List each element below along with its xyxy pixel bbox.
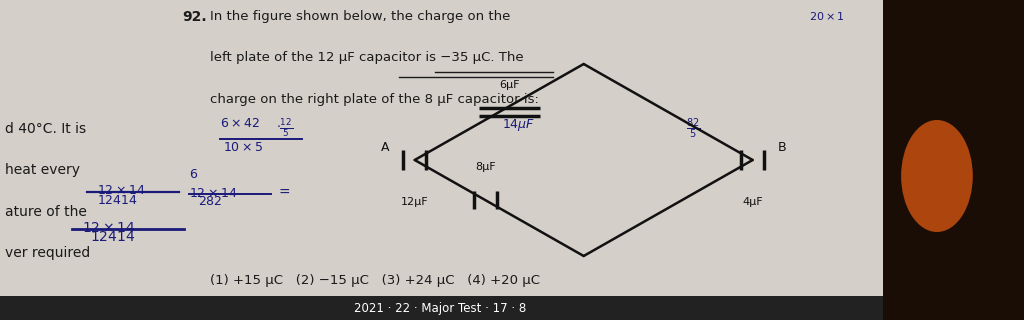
Text: 12μF: 12μF — [401, 197, 428, 207]
Text: $12414$: $12414$ — [97, 194, 138, 207]
Text: $\cdot \frac{12}{5}$: $\cdot \frac{12}{5}$ — [276, 117, 294, 139]
Text: $14\mu F$: $14\mu F$ — [502, 117, 535, 133]
FancyBboxPatch shape — [883, 296, 1024, 320]
Text: d 40°C. It is: d 40°C. It is — [5, 122, 86, 136]
Text: B: B — [778, 141, 786, 154]
Text: $=$: $=$ — [276, 184, 291, 198]
Bar — [883, 0, 1024, 320]
Text: $12 \times 14$: $12 \times 14$ — [189, 187, 238, 200]
Text: 2021 · 22 · Major Test · 17 · 8: 2021 · 22 · Major Test · 17 · 8 — [354, 302, 526, 315]
Text: ver required: ver required — [5, 246, 90, 260]
Text: In the figure shown below, the charge on the: In the figure shown below, the charge on… — [210, 10, 510, 23]
Text: left plate of the 12 μF capacitor is −35 μC. The: left plate of the 12 μF capacitor is −35… — [210, 51, 523, 64]
Text: 92.: 92. — [182, 10, 207, 24]
Text: $6$: $6$ — [189, 168, 199, 181]
Text: $12\times14$: $12\times14$ — [82, 221, 135, 235]
Text: $\frac{82}{5}$: $\frac{82}{5}$ — [686, 117, 700, 141]
Text: $12\times14$: $12\times14$ — [97, 184, 145, 197]
Text: $10 \times 5$: $10 \times 5$ — [223, 141, 263, 154]
Text: $12414$: $12414$ — [90, 230, 135, 244]
Text: 6μF: 6μF — [499, 80, 520, 90]
Text: $282$: $282$ — [198, 195, 222, 208]
Text: ature of the: ature of the — [5, 205, 87, 219]
Text: $20 \times 1$: $20 \times 1$ — [809, 10, 845, 22]
Text: 8μF: 8μF — [475, 162, 496, 172]
Text: (1) +15 μC   (2) −15 μC   (3) +24 μC   (4) +20 μC: (1) +15 μC (2) −15 μC (3) +24 μC (4) +20… — [210, 274, 540, 287]
Text: charge on the right plate of the 8 μF capacitor is:: charge on the right plate of the 8 μF ca… — [210, 93, 539, 106]
Text: $6 \times 42$: $6 \times 42$ — [220, 117, 260, 130]
Text: 4μF: 4μF — [742, 197, 763, 207]
Ellipse shape — [901, 120, 973, 232]
Text: A: A — [381, 141, 389, 154]
FancyBboxPatch shape — [0, 296, 883, 320]
Text: heat every: heat every — [5, 163, 80, 177]
